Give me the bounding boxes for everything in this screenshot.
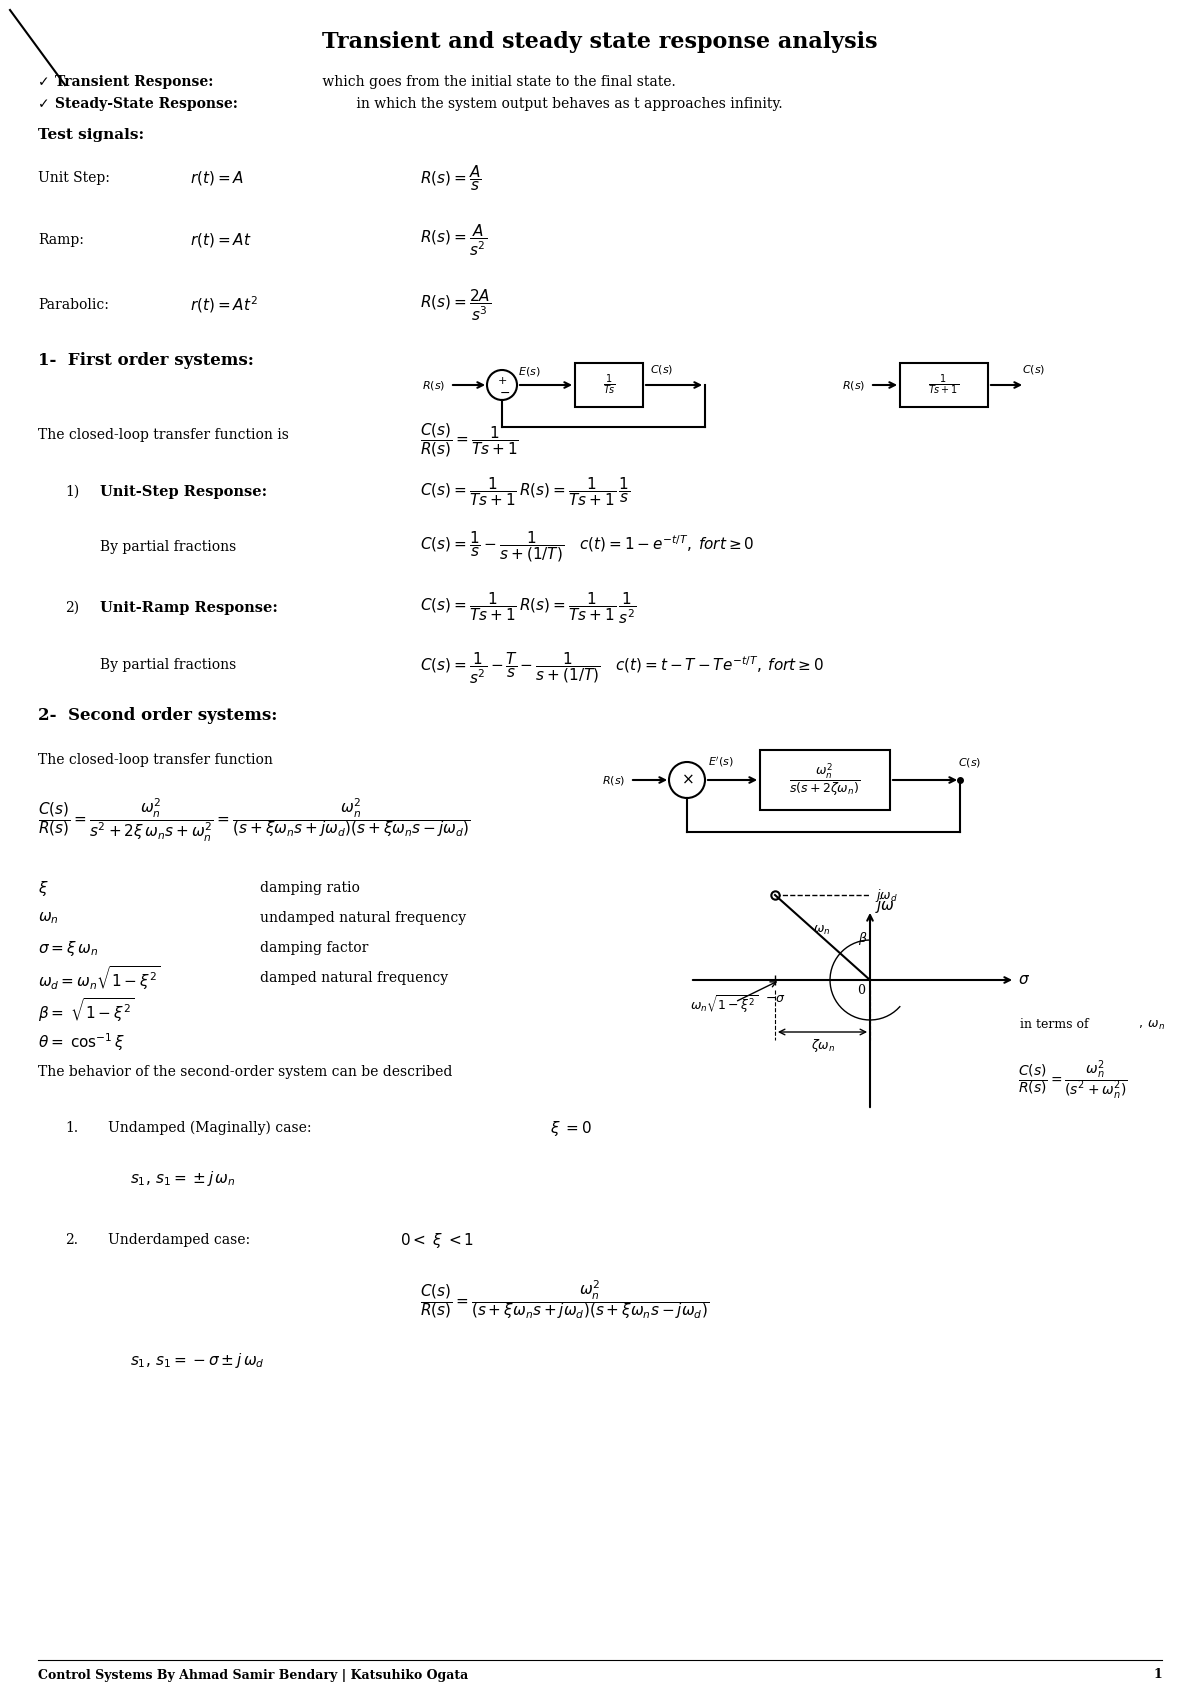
Text: $0<\;\xi\;<1$: $0<\;\xi\;<1$	[400, 1231, 474, 1250]
Text: 0: 0	[857, 983, 865, 997]
Text: $\times$: $\times$	[680, 771, 694, 786]
Text: Transient and steady state response analysis: Transient and steady state response anal…	[323, 31, 877, 53]
Text: $R(s)$: $R(s)$	[421, 379, 445, 392]
Text: $R(s)=\dfrac{2A}{s^3}$: $R(s)=\dfrac{2A}{s^3}$	[420, 287, 491, 323]
Text: $\omega_n$: $\omega_n$	[812, 924, 830, 937]
Text: $C(s)=\dfrac{1}{Ts+1}\,R(s)=\dfrac{1}{Ts+1}\,\dfrac{1}{s^2}$: $C(s)=\dfrac{1}{Ts+1}\,R(s)=\dfrac{1}{Ts…	[420, 591, 636, 627]
Text: +: +	[497, 375, 506, 385]
Text: Undamped (Maginally) case:: Undamped (Maginally) case:	[108, 1121, 312, 1136]
Text: $\omega_n\sqrt{1-\xi^2}$: $\omega_n\sqrt{1-\xi^2}$	[690, 993, 758, 1015]
Text: Control Systems By Ahmad Samir Bendary | Katsuhiko Ogata: Control Systems By Ahmad Samir Bendary |…	[38, 1669, 468, 1681]
Text: damping ratio: damping ratio	[260, 881, 360, 895]
Text: $\frac{1}{Ts+1}$: $\frac{1}{Ts+1}$	[929, 374, 960, 397]
Text: $r\left(t\right)=A$: $r\left(t\right)=A$	[190, 170, 245, 187]
Text: $\xi\;=0$: $\xi\;=0$	[550, 1119, 592, 1138]
Text: 2.: 2.	[65, 1233, 78, 1246]
Text: Ramp:: Ramp:	[38, 233, 84, 246]
Text: Underdamped case:: Underdamped case:	[108, 1233, 250, 1246]
Text: $\dfrac{C(s)}{R(s)}=\dfrac{\omega_n^2}{(s^2+\omega_n^2)}$: $\dfrac{C(s)}{R(s)}=\dfrac{\omega_n^2}{(…	[1018, 1058, 1128, 1102]
Text: $\dfrac{C(s)}{R(s)}=\dfrac{\omega_n^2}{(s+\xi\omega_n s+j\omega_d)(s+\xi\omega_n: $\dfrac{C(s)}{R(s)}=\dfrac{\omega_n^2}{(…	[420, 1279, 709, 1321]
Text: $C(s)=\dfrac{1}{s^2}-\dfrac{T}{s}-\dfrac{1}{s+(1/T)}\quad c(t)=t-T-Te^{-t/T},\;f: $C(s)=\dfrac{1}{s^2}-\dfrac{T}{s}-\dfrac…	[420, 650, 824, 686]
Text: $s_1,\,s_1=-\sigma\pm j\,\omega_d$: $s_1,\,s_1=-\sigma\pm j\,\omega_d$	[130, 1350, 265, 1370]
Text: $\beta$: $\beta$	[858, 929, 868, 946]
Text: $C(s)$: $C(s)$	[1022, 362, 1045, 375]
Text: Transient Response:: Transient Response:	[55, 75, 214, 88]
Text: 2-  Second order systems:: 2- Second order systems:	[38, 706, 277, 723]
Text: ✓: ✓	[38, 75, 49, 88]
Text: $R(s)$: $R(s)$	[841, 379, 865, 392]
Text: $j\omega_d$: $j\omega_d$	[875, 886, 898, 903]
Text: The closed-loop transfer function: The closed-loop transfer function	[38, 752, 272, 767]
Text: $j\omega$: $j\omega$	[875, 895, 895, 915]
Text: 1-  First order systems:: 1- First order systems:	[38, 351, 254, 368]
Text: −: −	[499, 387, 510, 399]
Text: The behavior of the second-order system can be described: The behavior of the second-order system …	[38, 1065, 452, 1078]
Text: 1.: 1.	[65, 1121, 78, 1134]
Text: $,\;\omega_n$: $,\;\omega_n$	[1138, 1019, 1165, 1032]
Text: 1): 1)	[65, 486, 79, 499]
Text: $\sigma=\xi\,\omega_n$: $\sigma=\xi\,\omega_n$	[38, 939, 98, 958]
Text: Parabolic:: Parabolic:	[38, 299, 109, 312]
Text: $\omega_d=\omega_n\sqrt{1-\xi^2}$: $\omega_d=\omega_n\sqrt{1-\xi^2}$	[38, 964, 161, 992]
Text: $R(s)=\dfrac{A}{s}$: $R(s)=\dfrac{A}{s}$	[420, 163, 481, 194]
Text: which goes from the initial state to the final state.: which goes from the initial state to the…	[318, 75, 676, 88]
Text: 1: 1	[1153, 1669, 1162, 1681]
Text: The closed-loop transfer function is: The closed-loop transfer function is	[38, 428, 289, 441]
Text: $C(s)$: $C(s)$	[958, 756, 982, 769]
Text: $E'(s)$: $E'(s)$	[708, 756, 734, 769]
Text: $r\left(t\right)=At^2$: $r\left(t\right)=At^2$	[190, 295, 258, 316]
Text: in which the system output behaves as t approaches infinity.: in which the system output behaves as t …	[352, 97, 782, 110]
Text: $r\left(t\right)=At$: $r\left(t\right)=At$	[190, 231, 252, 250]
Text: $\theta=\;\cos^{-1}\xi$: $\theta=\;\cos^{-1}\xi$	[38, 1031, 125, 1053]
Text: $\xi$: $\xi$	[38, 878, 49, 898]
Text: $\dfrac{C(s)}{R(s)}=\dfrac{\omega_n^2}{s^2+2\xi\,\omega_n s+\omega_n^2}=\dfrac{\: $\dfrac{C(s)}{R(s)}=\dfrac{\omega_n^2}{s…	[38, 796, 470, 844]
Text: damped natural frequency: damped natural frequency	[260, 971, 448, 985]
Text: $\beta=\;\sqrt{1-\xi^2}$: $\beta=\;\sqrt{1-\xi^2}$	[38, 997, 134, 1024]
Text: ✓: ✓	[38, 97, 49, 110]
Text: $-\sigma$: $-\sigma$	[764, 992, 785, 1005]
Text: $E(s)$: $E(s)$	[518, 365, 541, 377]
Text: $\omega_n$: $\omega_n$	[38, 910, 59, 925]
Text: $\dfrac{C(s)}{R(s)}=\dfrac{1}{Ts+1}$: $\dfrac{C(s)}{R(s)}=\dfrac{1}{Ts+1}$	[420, 421, 518, 458]
Text: $R(s)$: $R(s)$	[601, 774, 625, 786]
Text: $\dfrac{\omega_n^2}{s(s+2\zeta\omega_n)}$: $\dfrac{\omega_n^2}{s(s+2\zeta\omega_n)}…	[790, 761, 860, 798]
Text: $\sigma$: $\sigma$	[1018, 973, 1030, 987]
Text: $C(s)=\dfrac{1}{Ts+1}\,R(s)=\dfrac{1}{Ts+1}\,\dfrac{1}{s}$: $C(s)=\dfrac{1}{Ts+1}\,R(s)=\dfrac{1}{Ts…	[420, 475, 630, 508]
Text: Unit Step:: Unit Step:	[38, 171, 110, 185]
Text: $C(s)=\dfrac{1}{s}-\dfrac{1}{s+(1/T)}\quad c(t)=1-e^{-t/T},\;fort\geq 0$: $C(s)=\dfrac{1}{s}-\dfrac{1}{s+(1/T)}\qu…	[420, 530, 755, 564]
Text: $s_1,\,s_1=\pm j\,\omega_n$: $s_1,\,s_1=\pm j\,\omega_n$	[130, 1168, 235, 1187]
Text: in terms of: in terms of	[1020, 1019, 1088, 1031]
Text: By partial fractions: By partial fractions	[100, 540, 236, 554]
Text: damping factor: damping factor	[260, 941, 368, 954]
Text: $R(s)=\dfrac{A}{s^2}$: $R(s)=\dfrac{A}{s^2}$	[420, 222, 487, 258]
Text: 2): 2)	[65, 601, 79, 615]
Text: $C(s)$: $C(s)$	[650, 362, 673, 375]
Text: $\frac{1}{Ts}$: $\frac{1}{Ts}$	[602, 374, 616, 397]
Text: By partial fractions: By partial fractions	[100, 659, 236, 672]
Text: Unit-Ramp Response:: Unit-Ramp Response:	[100, 601, 278, 615]
Text: Steady-State Response:: Steady-State Response:	[55, 97, 238, 110]
Text: Test signals:: Test signals:	[38, 127, 144, 143]
Text: $\zeta\omega_n$: $\zeta\omega_n$	[811, 1036, 835, 1053]
Text: undamped natural frequency: undamped natural frequency	[260, 912, 466, 925]
Text: Unit-Step Response:: Unit-Step Response:	[100, 486, 268, 499]
